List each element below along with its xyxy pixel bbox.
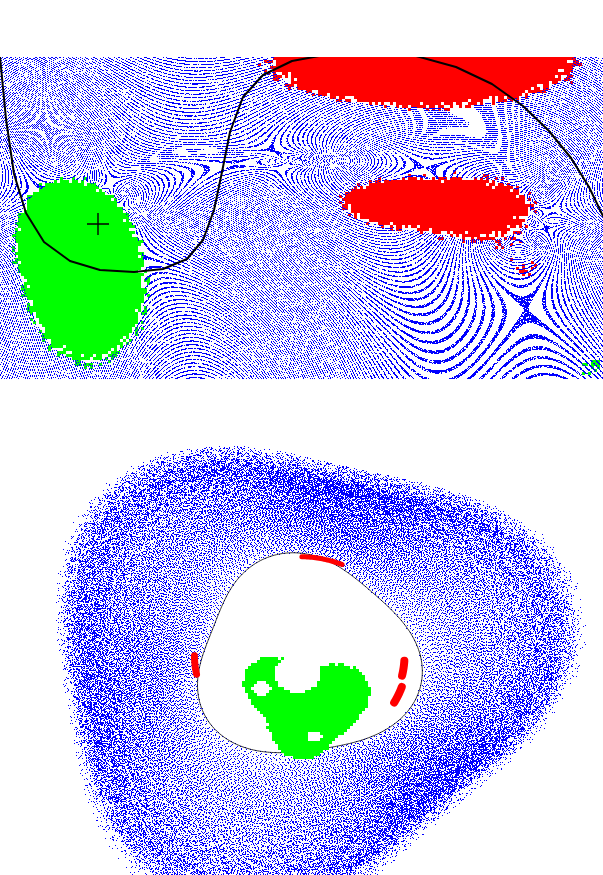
- poincare-section-panel[interactable]: [0, 420, 603, 875]
- poloidal-map-canvas[interactable]: [0, 57, 603, 379]
- poincare-section-canvas[interactable]: [0, 420, 603, 875]
- poloidal-map-panel[interactable]: [0, 57, 603, 379]
